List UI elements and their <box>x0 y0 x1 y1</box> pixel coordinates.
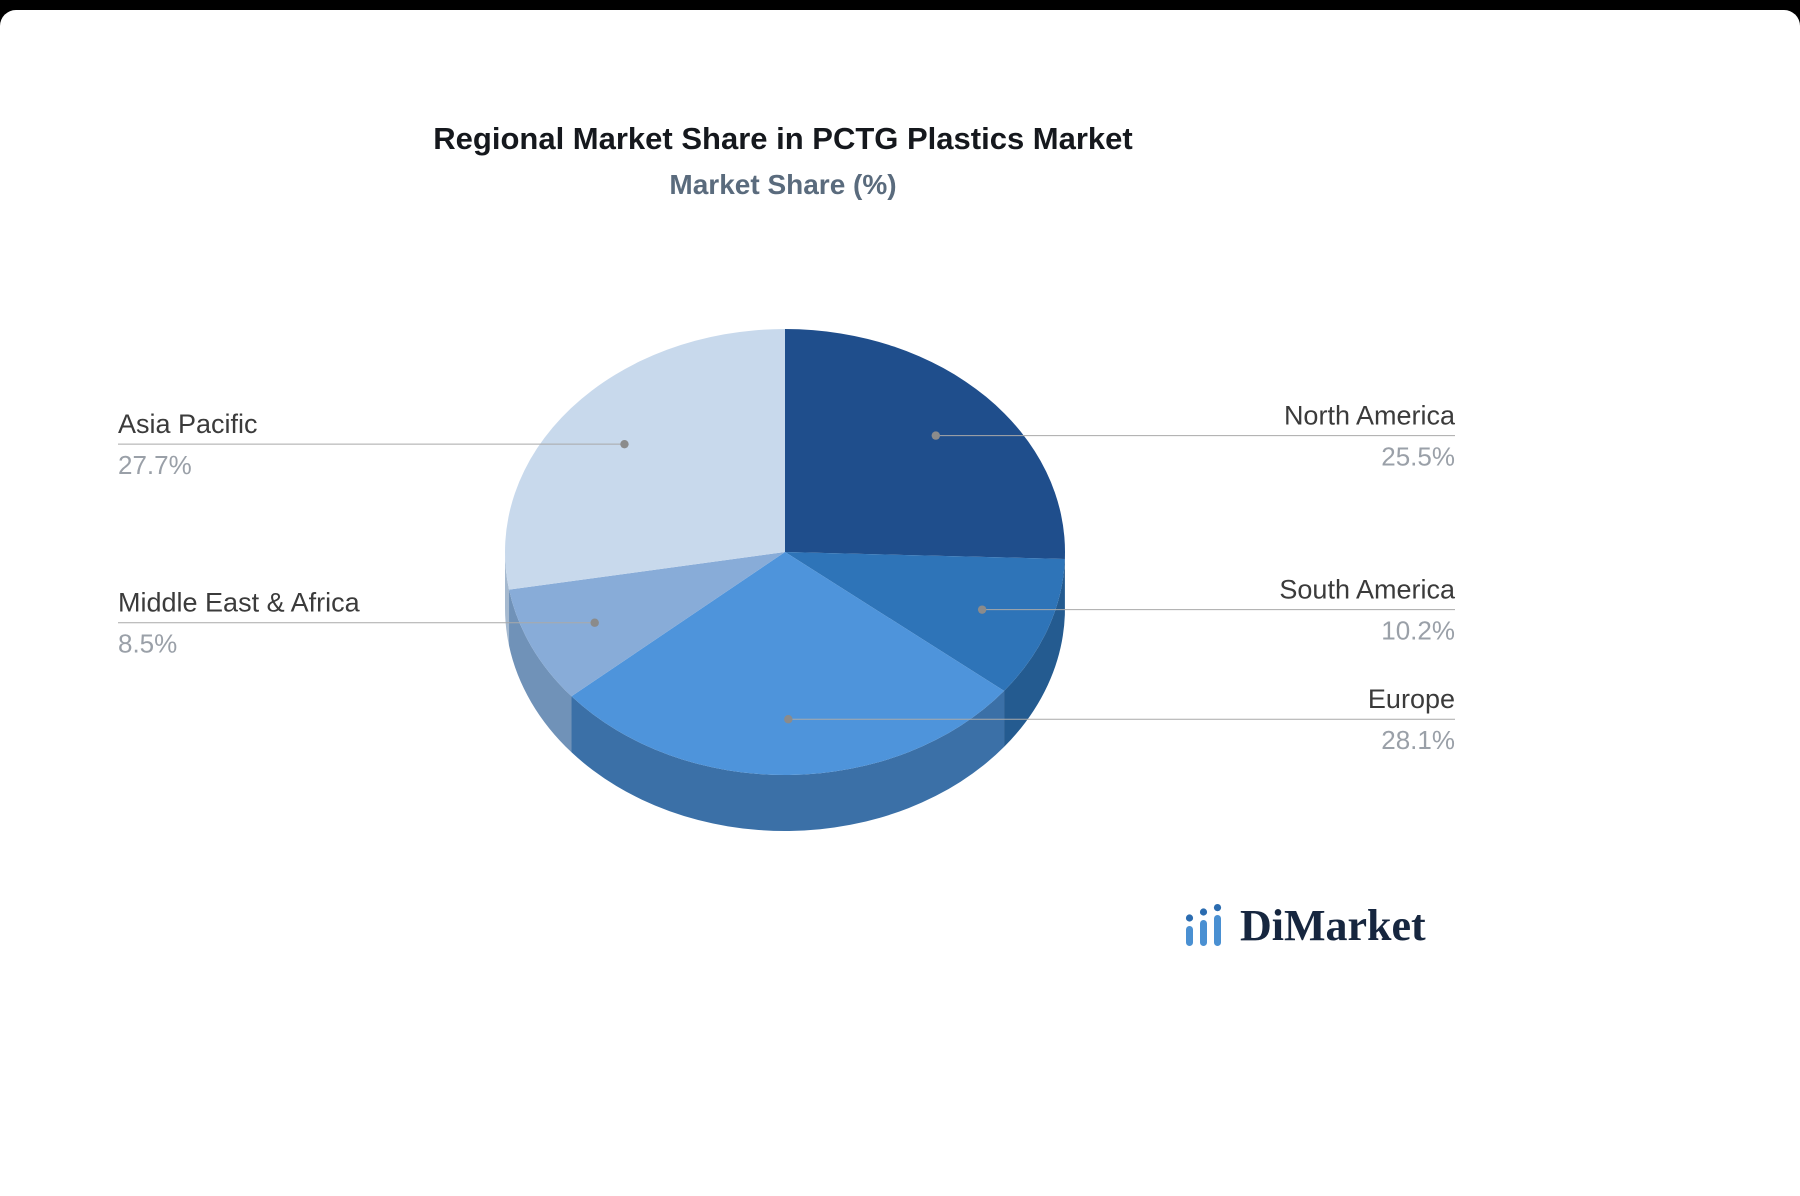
leader-dot-middle-east-africa <box>590 618 599 627</box>
chart-subtitle: Market Share (%) <box>669 169 897 200</box>
logo: DiMarket <box>1183 900 1426 950</box>
leader-dot-south-america <box>977 605 987 614</box>
slice-label-asia-pacific: Asia Pacific <box>118 409 258 439</box>
slice-label-europe: Europe <box>1368 684 1455 714</box>
slice-value-middle-east-africa: 8.5% <box>118 629 177 659</box>
logo-text: DiMarket <box>1240 900 1426 950</box>
slice-label-south-america: South America <box>1279 575 1456 605</box>
slice-label-north-america: North America <box>1284 401 1456 431</box>
chart-title: Regional Market Share in PCTG Plastics M… <box>433 121 1133 156</box>
bar-chart-icon <box>1185 904 1222 946</box>
leader-dot-north-america <box>931 431 941 440</box>
pie-slice-side-europe <box>571 690 1005 831</box>
slice-value-asia-pacific: 27.7% <box>118 450 192 480</box>
slice-value-north-america: 25.5% <box>1381 442 1455 472</box>
slice-label-middle-east-africa: Middle East & Africa <box>118 588 361 618</box>
slice-value-europe: 28.1% <box>1381 725 1455 755</box>
pie-slice-side-south-america <box>1004 559 1065 747</box>
pie-slice-side-middle-east-africa <box>509 589 572 753</box>
pie-slice-north-america[interactable] <box>785 329 1065 560</box>
slice-value-south-america: 10.2% <box>1381 616 1455 646</box>
pie-slice-middle-east-africa[interactable] <box>509 552 785 697</box>
leader-dot-asia-pacific <box>620 439 629 449</box>
pie-slice-asia-pacific[interactable] <box>504 329 785 590</box>
pie-slice-south-america[interactable] <box>785 552 1065 691</box>
leader-dot-europe <box>784 715 793 724</box>
